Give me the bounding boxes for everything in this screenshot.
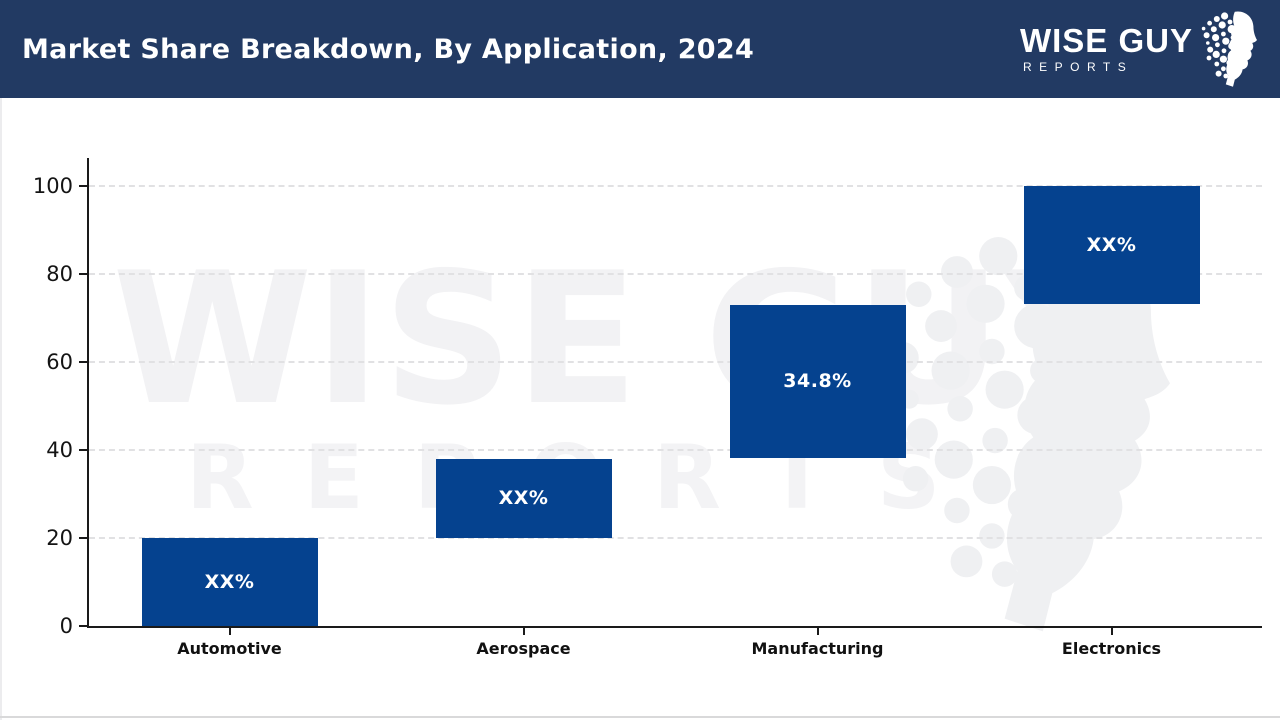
x-category-label: Manufacturing bbox=[751, 639, 884, 658]
y-tick-label-100: 100 bbox=[32, 174, 73, 198]
chart-canvas: WISE GUY REPORTS 020406080100XX%Automoti… bbox=[0, 98, 1280, 720]
x-category-label: Aerospace bbox=[476, 639, 571, 658]
y-tick-60 bbox=[79, 361, 88, 363]
y-axis-line bbox=[87, 158, 89, 628]
y-tick-label-40: 40 bbox=[46, 438, 73, 462]
bar-value-label: XX% bbox=[498, 487, 549, 510]
x-tick-3 bbox=[1110, 628, 1113, 635]
logo-subtext: REPORTS bbox=[1022, 60, 1134, 74]
bottom-divider-line bbox=[0, 716, 1280, 718]
bar-aerospace: XX% bbox=[435, 458, 612, 538]
logo-wordmark: WISE GUY bbox=[1019, 22, 1193, 59]
gridline-80 bbox=[89, 273, 1262, 275]
bar-value-label: XX% bbox=[204, 571, 255, 593]
y-tick-100 bbox=[79, 185, 88, 187]
bar-electronics: XX% bbox=[1023, 186, 1200, 304]
bar-automotive: XX% bbox=[141, 538, 318, 626]
page-title: Market Share Breakdown, By Application, … bbox=[22, 33, 755, 65]
y-tick-80 bbox=[79, 273, 88, 275]
y-tick-label-20: 20 bbox=[46, 526, 73, 550]
bar-manufacturing: 34.8% bbox=[729, 304, 906, 458]
x-tick-0 bbox=[228, 628, 231, 635]
gridline-40 bbox=[89, 449, 1262, 451]
bar-value-label: 34.8% bbox=[783, 370, 852, 393]
y-tick-20 bbox=[79, 537, 88, 539]
y-tick-label-0: 0 bbox=[59, 614, 73, 638]
bar-value-label: XX% bbox=[1086, 233, 1137, 256]
left-edge-line bbox=[0, 98, 2, 720]
y-tick-label-60: 60 bbox=[46, 350, 73, 374]
x-tick-1 bbox=[522, 628, 525, 635]
x-category-label: Electronics bbox=[1061, 639, 1162, 658]
wiseguy-logo: WISE GUY REPORTS bbox=[1020, 10, 1258, 88]
y-tick-label-80: 80 bbox=[46, 262, 73, 286]
gridline-20 bbox=[89, 537, 1262, 539]
gridline-100 bbox=[89, 185, 1262, 187]
y-tick-0 bbox=[79, 625, 88, 627]
gridline-60 bbox=[89, 361, 1262, 363]
x-category-label: Automotive bbox=[177, 639, 282, 658]
wiseguy-face-icon bbox=[1196, 10, 1258, 88]
x-axis-line bbox=[87, 626, 1262, 628]
header-bar: Market Share Breakdown, By Application, … bbox=[0, 0, 1280, 98]
plot-area: 0 20 40 60 80 100 XX% Automotive XX% Aerospace 34.… bbox=[0, 98, 1280, 720]
x-tick-2 bbox=[816, 628, 819, 635]
logo-text: WISE GUY REPORTS bbox=[1020, 24, 1193, 74]
y-tick-40 bbox=[79, 449, 88, 451]
